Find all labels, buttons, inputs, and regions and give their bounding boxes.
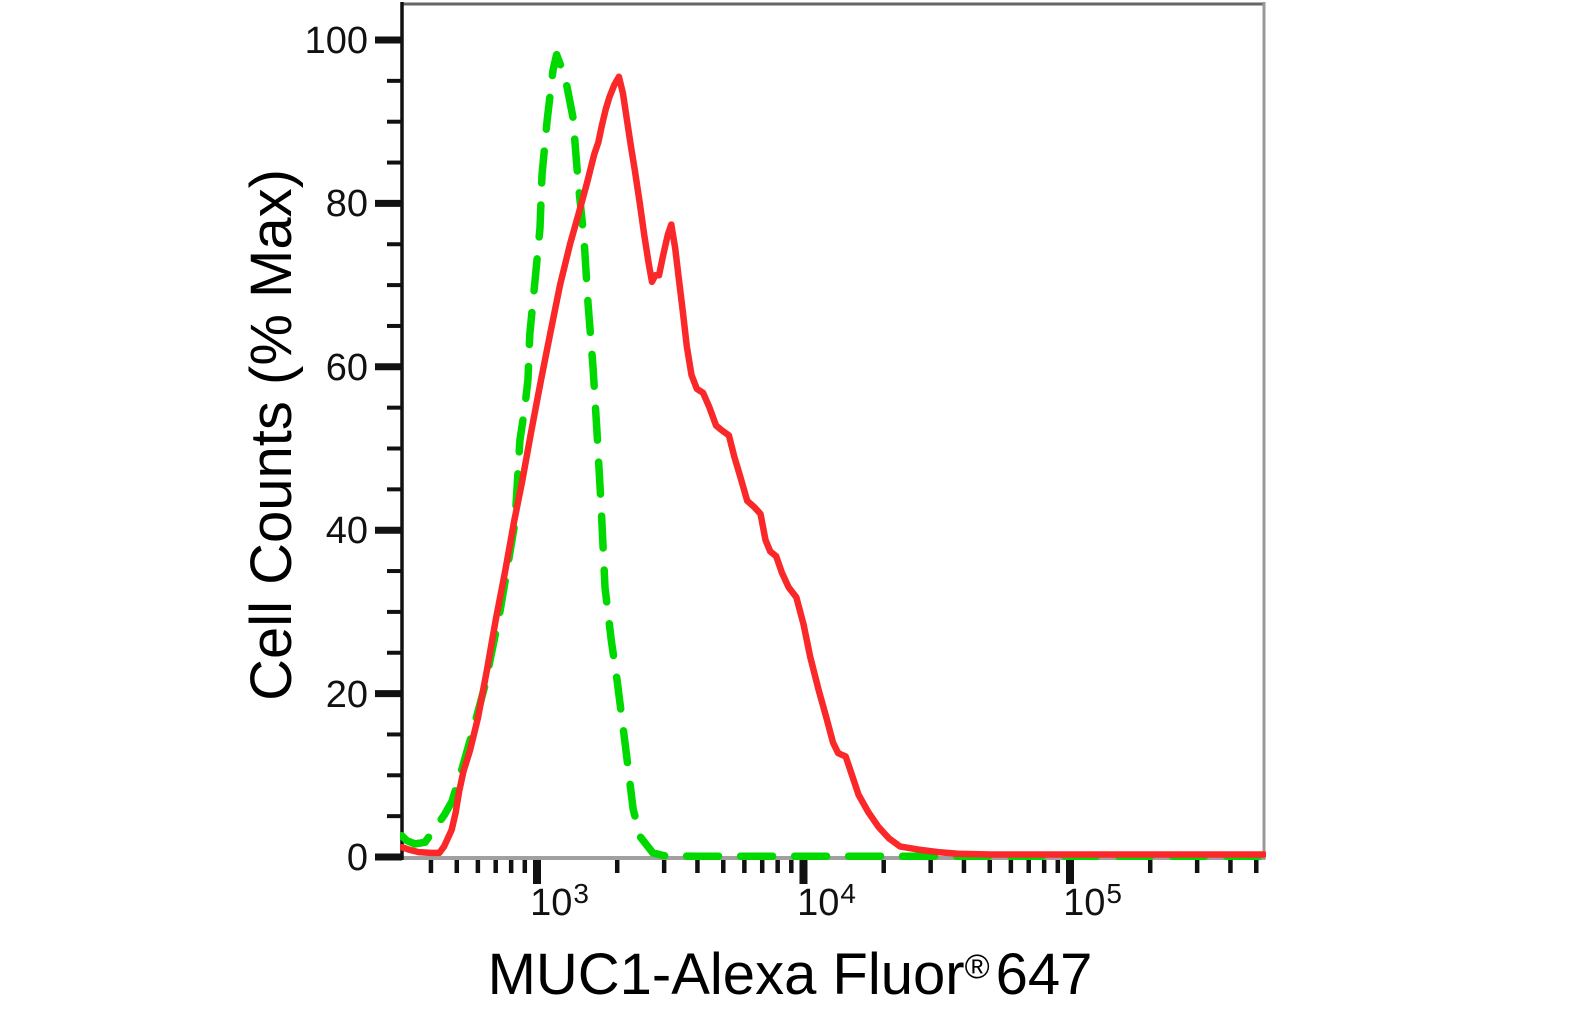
- y-tick-label-20: 20: [325, 674, 368, 716]
- x-axis-title-main: MUC1-Alexa Fluor: [487, 942, 965, 1007]
- x-axis-title-suffix: 647: [995, 942, 1093, 1007]
- x-tick-base: 10: [530, 882, 573, 924]
- registered-trademark-symbol: ®: [964, 947, 990, 986]
- y-tick-label-80: 80: [325, 183, 368, 225]
- x-tick-label-1e4: 104: [756, 880, 896, 924]
- x-tick-label-1e5: 105: [1022, 880, 1162, 924]
- x-tick-exp: 4: [840, 878, 856, 910]
- x-axis-title: MUC1-Alexa Fluor® 647: [390, 942, 1190, 1014]
- x-tick-base: 10: [1063, 882, 1106, 924]
- y-tick-label-0: 0: [346, 837, 368, 879]
- y-axis-title: Cell Counts (% Max): [239, 169, 304, 701]
- y-tick-label-100: 100: [304, 20, 368, 62]
- x-tick-exp: 3: [573, 878, 589, 910]
- x-tick-exp: 5: [1106, 878, 1122, 910]
- x-tick-label-1e3: 103: [489, 880, 629, 924]
- x-tick-base: 10: [797, 882, 840, 924]
- y-tick-label-60: 60: [325, 347, 368, 389]
- y-tick-label-40: 40: [325, 510, 368, 552]
